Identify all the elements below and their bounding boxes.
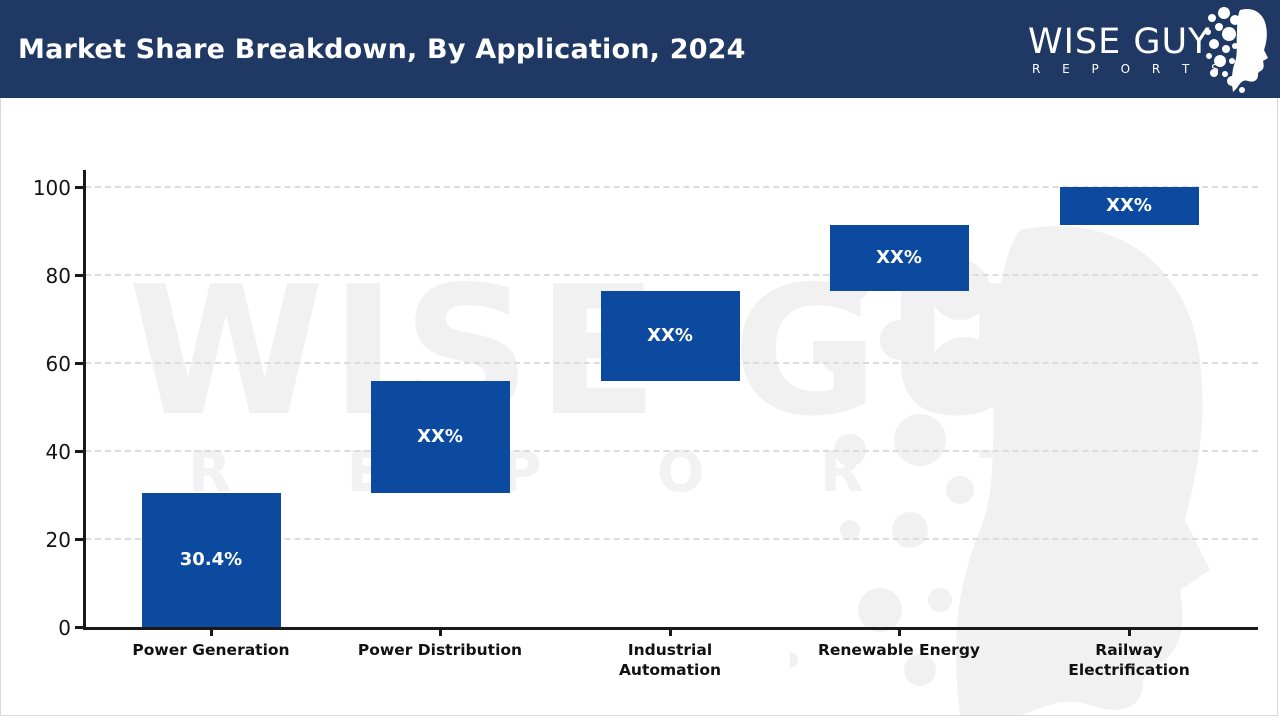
logo-subtext: R E P O R T S: [1032, 62, 1228, 76]
x-tick: [1128, 630, 1131, 636]
y-tick: [75, 626, 83, 629]
y-tick: [75, 538, 83, 541]
y-axis: [83, 170, 86, 630]
y-tick: [75, 362, 83, 365]
gridline: [85, 186, 1258, 188]
x-tick: [669, 630, 672, 636]
bar-segment: [370, 381, 510, 494]
brand-logo: WISE GUY R E P O R T S: [1028, 4, 1268, 94]
bar-segment: [600, 290, 740, 382]
y-tick: [75, 274, 83, 277]
category-label: Renewable Energy: [799, 640, 999, 660]
category-label-line: Electrification: [1068, 661, 1190, 680]
category-label-line: Renewable Energy: [817, 641, 981, 659]
category-label-line: Automation: [618, 661, 722, 680]
category-label-line: Power Distribution: [357, 641, 523, 659]
category-label: Power Distribution: [340, 640, 540, 660]
bar-value-label: XX%: [647, 324, 693, 346]
content-area: [0, 98, 1278, 716]
y-tick-label: 0: [58, 616, 71, 640]
bar-segment: [829, 224, 969, 291]
page-title: Market Share Breakdown, By Application, …: [18, 34, 746, 65]
logo-wordmark: WISE GUY: [1028, 22, 1211, 62]
y-tick-label: 40: [45, 440, 71, 464]
logo-face-icon: [1205, 7, 1268, 93]
y-tick: [75, 450, 83, 453]
category-label-line: Industrial: [627, 641, 713, 659]
x-tick: [439, 630, 442, 636]
y-tick-label: 20: [45, 528, 71, 552]
bar-value-label: XX%: [876, 246, 922, 268]
bar-segment: [141, 493, 281, 627]
category-label-line: Railway: [1095, 641, 1163, 659]
bar-segment: [1059, 187, 1199, 225]
bar-value-label: XX%: [417, 426, 463, 448]
bar-value-label: XX%: [1106, 194, 1152, 216]
y-tick-label: 60: [45, 352, 71, 376]
x-tick: [898, 630, 901, 636]
header-bar: Market Share Breakdown, By Application, …: [0, 0, 1280, 98]
category-label-line: Power Generation: [132, 641, 290, 659]
x-tick: [210, 630, 213, 636]
y-tick-label: 100: [32, 176, 71, 200]
bar-value-label: 30.4%: [179, 549, 243, 571]
category-label: Railway Electrification: [1029, 640, 1229, 681]
y-tick-label: 80: [45, 264, 71, 288]
category-label: Power Generation: [111, 640, 311, 660]
gridline: [85, 274, 1258, 276]
gridline: [85, 450, 1258, 452]
gridline: [85, 538, 1258, 540]
category-label: Industrial Automation: [570, 640, 770, 681]
y-tick: [75, 186, 83, 189]
x-axis: [83, 627, 1258, 630]
